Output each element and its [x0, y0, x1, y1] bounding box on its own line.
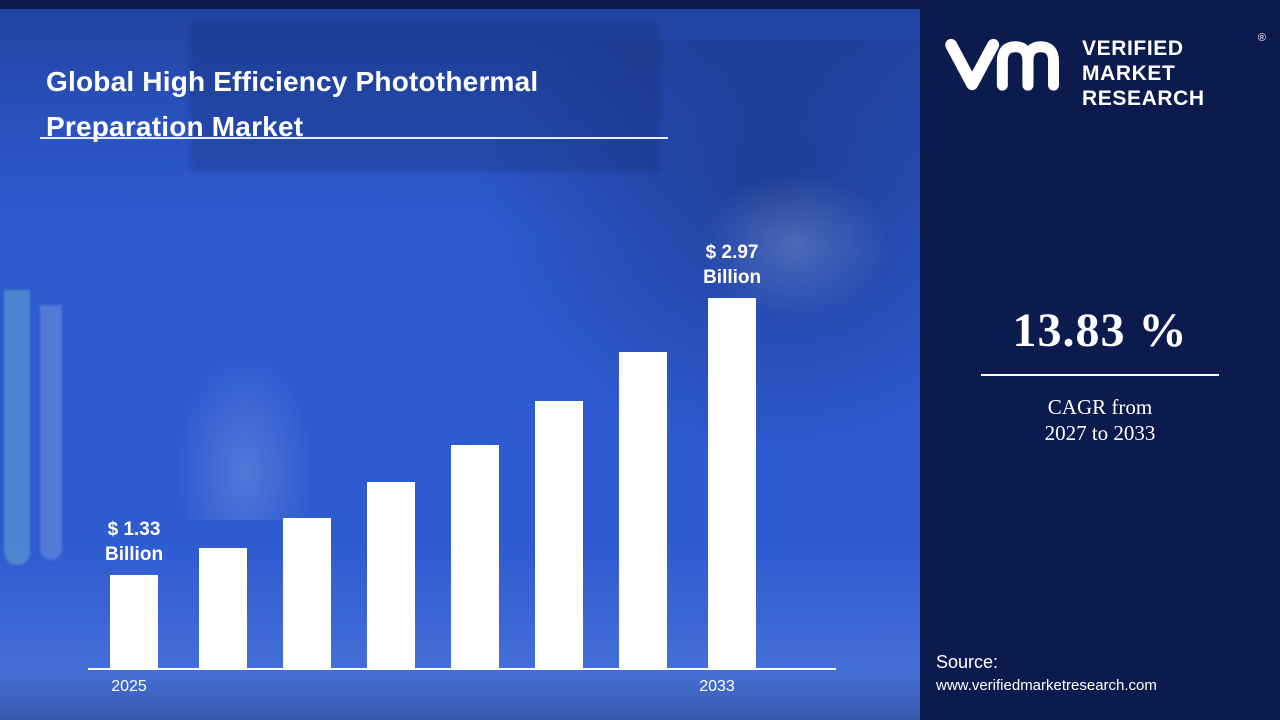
- source-url: www.verifiedmarketresearch.com: [936, 677, 1157, 694]
- bar: [451, 445, 500, 668]
- first-bar-value-label: $ 1.33 Billion: [105, 519, 164, 565]
- registered-trademark-symbol: ®: [1257, 32, 1266, 44]
- bar: [110, 575, 159, 668]
- bar-group-3: [367, 482, 416, 668]
- page-title-line1: Global High Efficiency Photothermal: [46, 65, 539, 97]
- top-dark-strip: [0, 0, 920, 9]
- background-testtube-shape: [4, 290, 30, 565]
- bar-chart: $ 1.33 Billion $ 2.97 Billion 2025 2033: [88, 236, 836, 700]
- title-underline: [40, 137, 668, 139]
- last-bar-value-label: $ 2.97 Billion: [703, 242, 762, 288]
- chart-panel: Global High Efficiency Photothermal Prepa…: [0, 0, 920, 720]
- brand-name-line3: RESEARCH: [1082, 87, 1205, 110]
- brand-name: VERIFIED MARKET RESEARCH: [1082, 36, 1205, 111]
- x-tick-last-year: 2033: [699, 678, 735, 695]
- source-label: Source:: [936, 652, 999, 672]
- cagr-caption: CAGR from 2027 to 2033: [920, 394, 1280, 446]
- bar-group-0: $ 1.33 Billion: [105, 517, 163, 668]
- bar: [199, 548, 248, 668]
- cagr-block: 13.83 % CAGR from 2027 to 2033: [920, 303, 1280, 446]
- cagr-caption-line2: 2027 to 2033: [1044, 421, 1156, 445]
- bar: [367, 482, 416, 668]
- x-tick-first-year: 2025: [111, 678, 147, 695]
- bar: [283, 518, 332, 668]
- page-title-line2: Preparation Market: [46, 110, 304, 142]
- x-axis-line: [88, 668, 836, 670]
- bar: [619, 352, 668, 668]
- bar-group-5: [535, 401, 584, 668]
- bar-group-1: [199, 548, 248, 668]
- bar-group-7: $ 2.97 Billion: [703, 240, 761, 668]
- bar-group-2: [283, 518, 332, 668]
- x-axis-ticks: 2025 2033: [88, 670, 836, 700]
- page-title: Global High Efficiency Photothermal Prepa…: [46, 59, 538, 149]
- bar: [535, 401, 584, 668]
- bar-series: $ 1.33 Billion $ 2.97 Billion: [88, 236, 836, 668]
- bar-group-4: [451, 445, 500, 668]
- brand-name-line2: MARKET: [1082, 62, 1176, 85]
- vmr-logo-icon: [945, 38, 1060, 91]
- brand-block: VERIFIED MARKET RESEARCH ®: [942, 32, 1268, 111]
- cagr-underline: [981, 374, 1219, 376]
- source-block: Source: www.verifiedmarketresearch.com: [936, 650, 1157, 698]
- sidebar: VERIFIED MARKET RESEARCH ® 13.83 % CAGR …: [920, 0, 1280, 720]
- bar: [708, 298, 757, 668]
- cagr-value: 13.83 %: [1012, 304, 1188, 357]
- background-testtube-shape: [40, 305, 62, 560]
- bar-group-6: [619, 352, 668, 668]
- cagr-caption-line1: CAGR from: [1047, 395, 1153, 419]
- brand-name-line1: VERIFIED: [1082, 37, 1184, 60]
